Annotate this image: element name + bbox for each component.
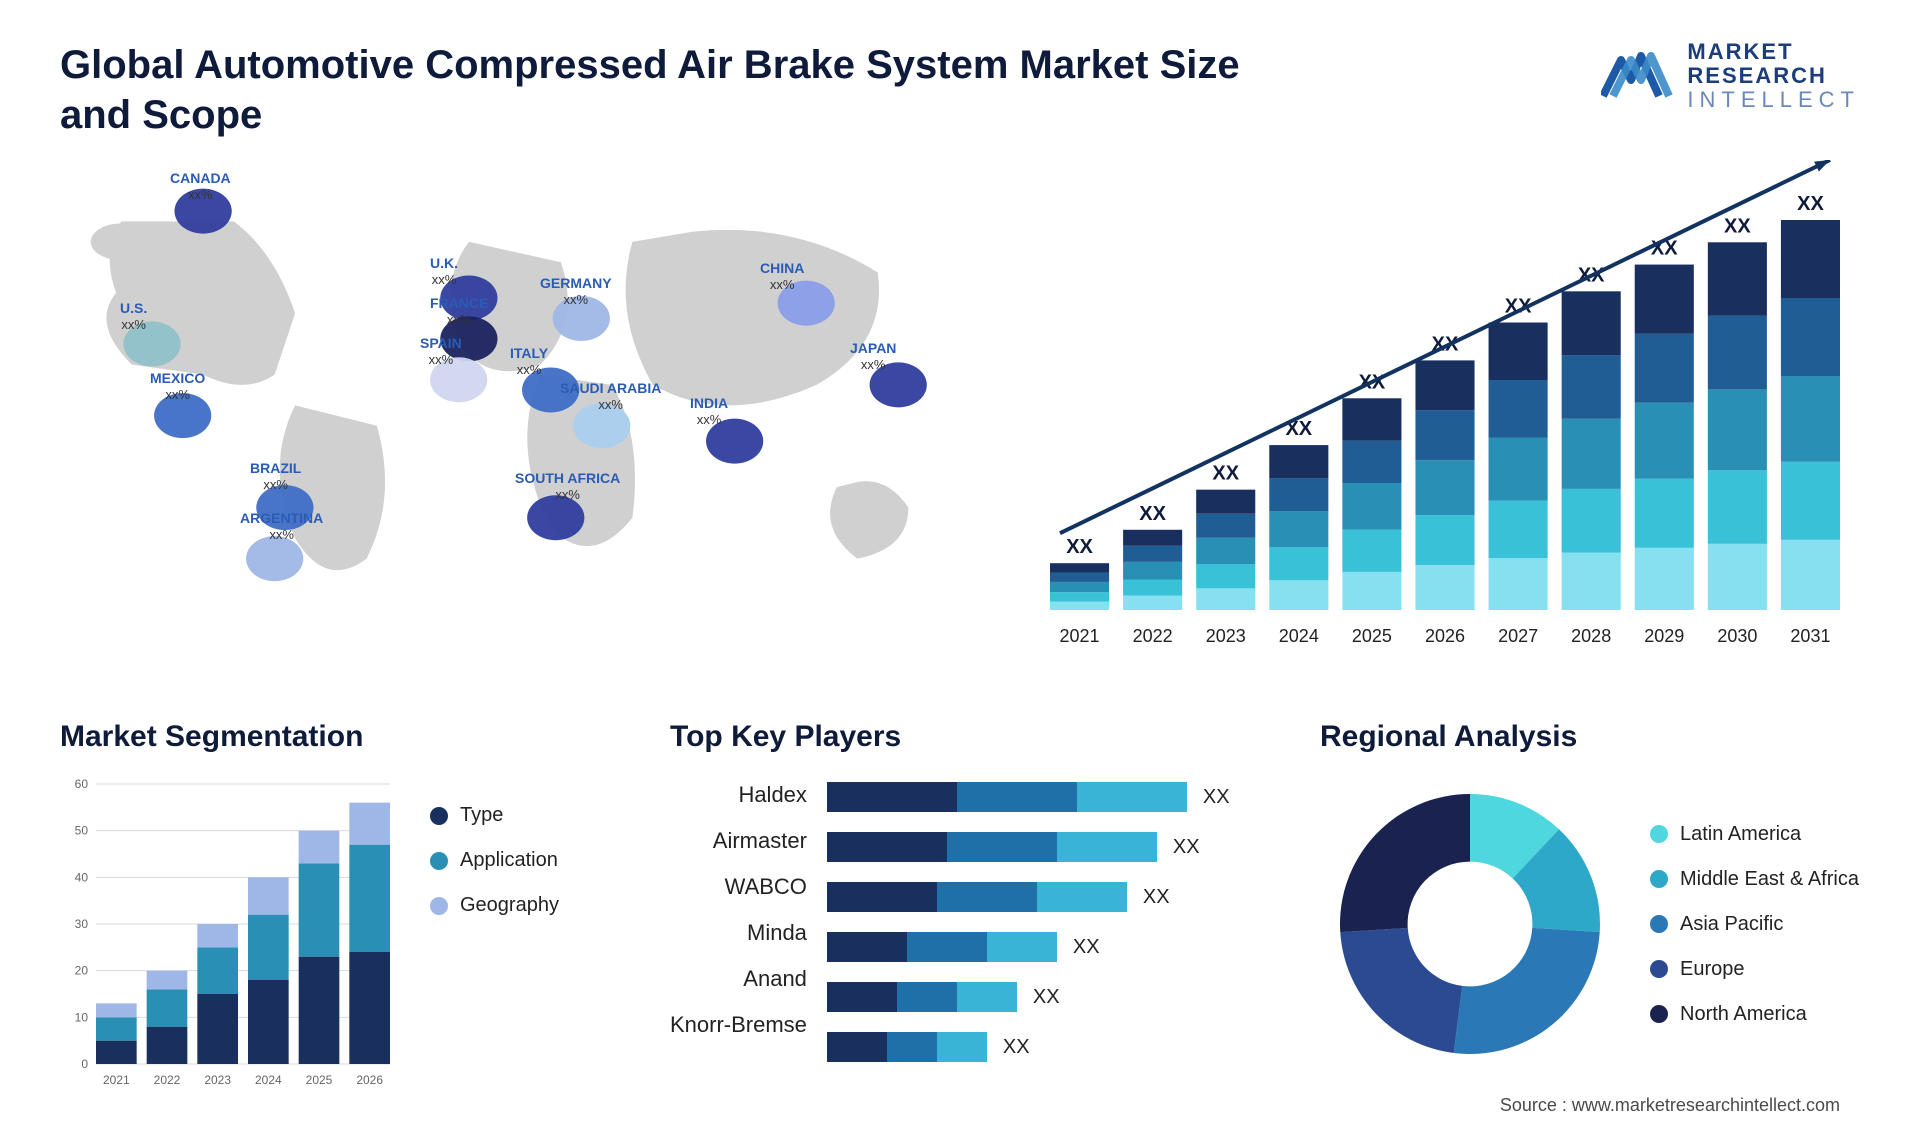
logo-text-1: MARKET <box>1687 40 1860 64</box>
regional-legend-item: Middle East & Africa <box>1650 868 1859 891</box>
player-bar-row: XX <box>827 782 1270 812</box>
player-label: Minda <box>670 920 807 946</box>
regional-legend-item: Europe <box>1650 958 1859 981</box>
logo-text-3: INTELLECT <box>1687 88 1860 112</box>
svg-text:2022: 2022 <box>154 1073 181 1087</box>
svg-text:2023: 2023 <box>204 1073 231 1087</box>
map-label-saudi-arabia: SAUDI ARABIAxx% <box>560 380 661 412</box>
segmentation-legend-item: Geography <box>430 894 559 917</box>
player-value: XX <box>1173 836 1200 859</box>
svg-text:2027: 2027 <box>1498 626 1538 646</box>
svg-text:2024: 2024 <box>255 1073 282 1087</box>
map-label-india: INDIAxx% <box>690 395 728 427</box>
svg-text:XX: XX <box>1797 193 1824 215</box>
player-label: WABCO <box>670 874 807 900</box>
map-label-germany: GERMANYxx% <box>540 275 612 307</box>
player-bar-row: XX <box>827 832 1270 862</box>
segmentation-panel: Market Segmentation 0 10 20 30 40 50 60 2021 202… <box>60 720 620 1094</box>
player-value: XX <box>1033 986 1060 1009</box>
regional-legend-item: Latin America <box>1650 823 1859 846</box>
player-label: Airmaster <box>670 828 807 854</box>
map-label-china: CHINAxx% <box>760 260 804 292</box>
svg-text:2030: 2030 <box>1717 626 1757 646</box>
regional-title: Regional Analysis <box>1320 720 1860 754</box>
regional-legend-item: Asia Pacific <box>1650 913 1859 936</box>
player-value: XX <box>1143 886 1170 909</box>
svg-text:50: 50 <box>75 824 89 838</box>
svg-text:30: 30 <box>75 917 89 931</box>
player-bar-row: XX <box>827 932 1270 962</box>
svg-text:2023: 2023 <box>1206 626 1246 646</box>
key-players-title: Top Key Players <box>670 720 1270 754</box>
svg-text:2029: 2029 <box>1644 626 1684 646</box>
player-label: Knorr-Bremse <box>670 1012 807 1038</box>
svg-text:2028: 2028 <box>1571 626 1611 646</box>
svg-text:2021: 2021 <box>1060 626 1100 646</box>
svg-text:2024: 2024 <box>1279 626 1319 646</box>
svg-text:2026: 2026 <box>1425 626 1465 646</box>
map-label-south-africa: SOUTH AFRICAxx% <box>515 470 620 502</box>
segmentation-legend-item: Application <box>430 849 559 872</box>
svg-text:2025: 2025 <box>1352 626 1392 646</box>
player-bar-row: XX <box>827 1032 1270 1062</box>
source-line: Source : www.marketresearchintellect.com <box>1500 1095 1840 1116</box>
svg-text:60: 60 <box>75 777 89 791</box>
key-players-labels: Haldex Airmaster WABCO Minda Anand Knorr-Brem… <box>670 774 807 1062</box>
segmentation-legend-item: Type <box>430 804 559 827</box>
svg-text:XX: XX <box>1139 503 1166 525</box>
svg-text:2021: 2021 <box>103 1073 130 1087</box>
player-value: XX <box>1203 786 1230 809</box>
svg-text:20: 20 <box>75 964 89 978</box>
map-label-u-k-: U.K.xx% <box>430 255 458 287</box>
map-label-brazil: BRAZILxx% <box>250 460 301 492</box>
map-label-canada: CANADAxx% <box>170 170 231 202</box>
player-label: Haldex <box>670 782 807 808</box>
svg-text:2031: 2031 <box>1790 626 1830 646</box>
svg-text:XX: XX <box>1212 463 1239 485</box>
regional-legend: Latin America Middle East & Africa Asia Pa… <box>1650 823 1859 1026</box>
svg-text:XX: XX <box>1724 215 1751 237</box>
map-label-spain: SPAINxx% <box>420 335 462 367</box>
regional-panel: Regional Analysis Latin America Middle Ea… <box>1320 720 1860 1094</box>
svg-text:10: 10 <box>75 1010 89 1024</box>
key-players-panel: Top Key Players Haldex Airmaster WABCO Mind… <box>670 720 1270 1094</box>
map-label-japan: JAPANxx% <box>850 340 896 372</box>
map-label-u-s-: U.S.xx% <box>120 300 147 332</box>
key-players-bars: XX XX XX XX XX XX <box>827 774 1270 1062</box>
svg-text:40: 40 <box>75 870 89 884</box>
segmentation-legend: Type Application Geography <box>430 774 559 917</box>
map-label-argentina: ARGENTINAxx% <box>240 510 323 542</box>
svg-text:2025: 2025 <box>306 1073 333 1087</box>
svg-text:0: 0 <box>81 1057 88 1071</box>
segmentation-title: Market Segmentation <box>60 720 620 754</box>
svg-text:2022: 2022 <box>1133 626 1173 646</box>
player-label: Anand <box>670 966 807 992</box>
logo-icon <box>1601 46 1673 106</box>
regional-legend-item: North America <box>1650 1003 1859 1026</box>
svg-text:2026: 2026 <box>356 1073 383 1087</box>
map-label-france: FRANCExx% <box>430 295 488 327</box>
growth-chart: XX2021XX2022XX2023XX2024XX2025XX2026XX20… <box>1020 160 1860 680</box>
world-map-panel: CANADAxx% U.S.xx% MEXICOxx% BRAZILxx% ARGENT… <box>60 160 980 680</box>
segmentation-chart: 0 10 20 30 40 50 60 2021 2022 2023 2024 2025 2026 <box>60 774 400 1094</box>
logo-text-2: RESEARCH <box>1687 64 1860 88</box>
map-label-mexico: MEXICOxx% <box>150 370 205 402</box>
page-title: Global Automotive Compressed Air Brake S… <box>60 40 1260 140</box>
map-label-italy: ITALYxx% <box>510 345 548 377</box>
svg-text:XX: XX <box>1066 536 1093 558</box>
brand-logo: MARKET RESEARCH INTELLECT <box>1601 40 1860 113</box>
player-value: XX <box>1003 1036 1030 1059</box>
regional-donut-chart <box>1320 774 1620 1074</box>
player-bar-row: XX <box>827 882 1270 912</box>
player-bar-row: XX <box>827 982 1270 1012</box>
player-value: XX <box>1073 936 1100 959</box>
